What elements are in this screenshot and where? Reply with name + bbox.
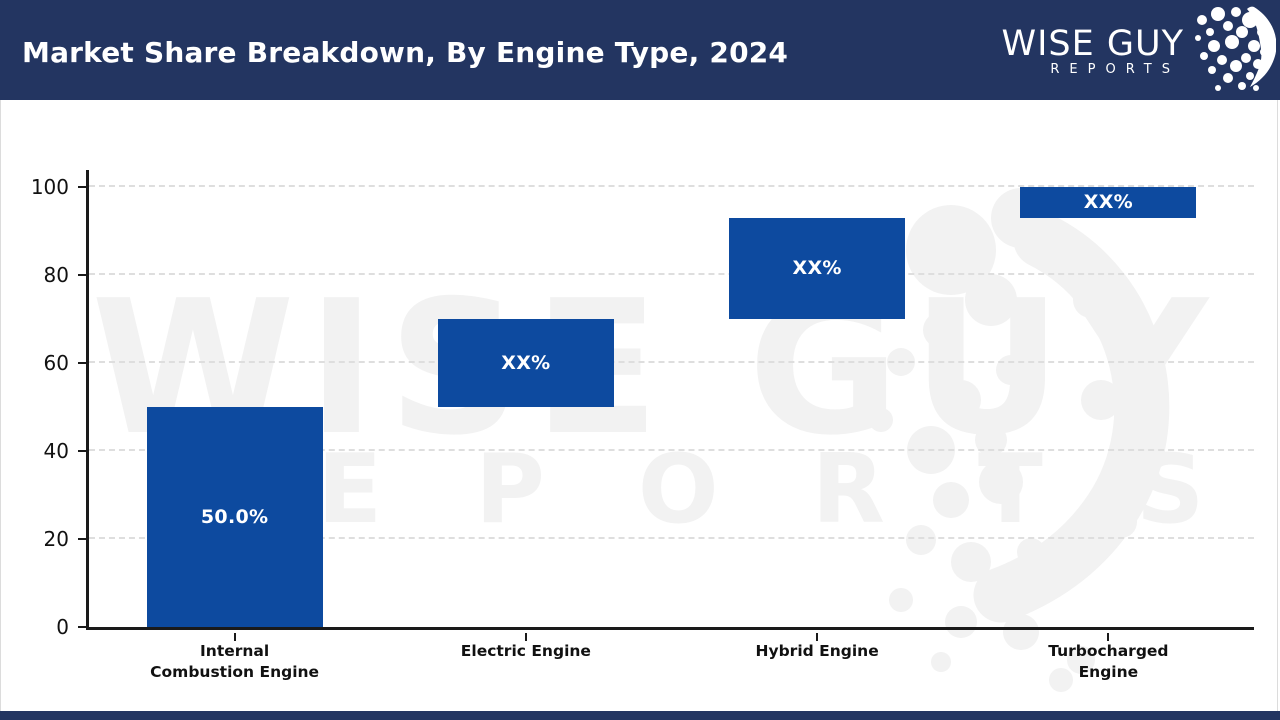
- footer-bar: [0, 711, 1280, 720]
- bar-1: 50.0%: [146, 406, 323, 627]
- y-axis-tick-label: 100: [30, 174, 69, 199]
- x-axis-tick-mark: [233, 633, 236, 641]
- bar-value-label: XX%: [501, 351, 551, 374]
- bar-3: XX%: [729, 217, 906, 319]
- bar-value-label: 50.0%: [200, 505, 269, 528]
- x-axis-category-label: Turbocharged Engine: [1048, 642, 1169, 681]
- y-axis-tick-mark: [78, 449, 86, 452]
- bar-4: XX%: [1020, 186, 1197, 218]
- gridline: [89, 272, 1254, 275]
- bar-value-label: XX%: [1083, 191, 1133, 214]
- bar-2: XX%: [437, 318, 614, 407]
- y-axis-tick-mark: [78, 361, 86, 364]
- x-axis-tick-mark: [524, 633, 527, 641]
- gridline: [89, 360, 1254, 363]
- chart-area: WISE GUY R E P O R T S 0 20 40 60 80 100 50.0%…: [0, 100, 1278, 711]
- y-axis-tick-label: 80: [43, 262, 69, 287]
- header-bar: Market Share Breakdown, By Engine Type, …: [0, 0, 1280, 100]
- y-axis-tick-mark: [78, 273, 86, 276]
- plot-area: 0 20 40 60 80 100 50.0% Internal Combustion Engi…: [31, 170, 1254, 681]
- page-title: Market Share Breakdown, By Engine Type, …: [22, 36, 789, 69]
- y-axis-tick-label: 60: [43, 350, 69, 375]
- logo-text-primary: WISE GUY: [1001, 24, 1184, 64]
- y-axis-tick-label: 0: [56, 615, 69, 639]
- y-axis-tick-mark: [78, 626, 86, 628]
- y-axis-tick-mark: [78, 537, 86, 540]
- logo-text-secondary: REPORTS: [1050, 62, 1180, 77]
- wiseguy-logo: WISE GUY REPORTS: [1001, 0, 1276, 100]
- y-axis-tick-label: 40: [43, 438, 69, 463]
- gridline: [89, 536, 1254, 539]
- x-axis-category-label: Internal Combustion Engine: [150, 642, 320, 681]
- gridline: [89, 184, 1254, 187]
- x-axis-tick-mark: [816, 633, 819, 641]
- wiseguy-face-icon: [1195, 6, 1276, 91]
- y-axis-tick-mark: [78, 185, 86, 188]
- gridline: [89, 448, 1254, 451]
- x-axis-category-label: Hybrid Engine: [755, 642, 879, 660]
- x-axis-tick-mark: [1107, 633, 1110, 641]
- y-axis-tick-label: 20: [43, 526, 69, 551]
- x-axis-category-label: Electric Engine: [460, 642, 591, 660]
- bar-value-label: XX%: [792, 257, 842, 280]
